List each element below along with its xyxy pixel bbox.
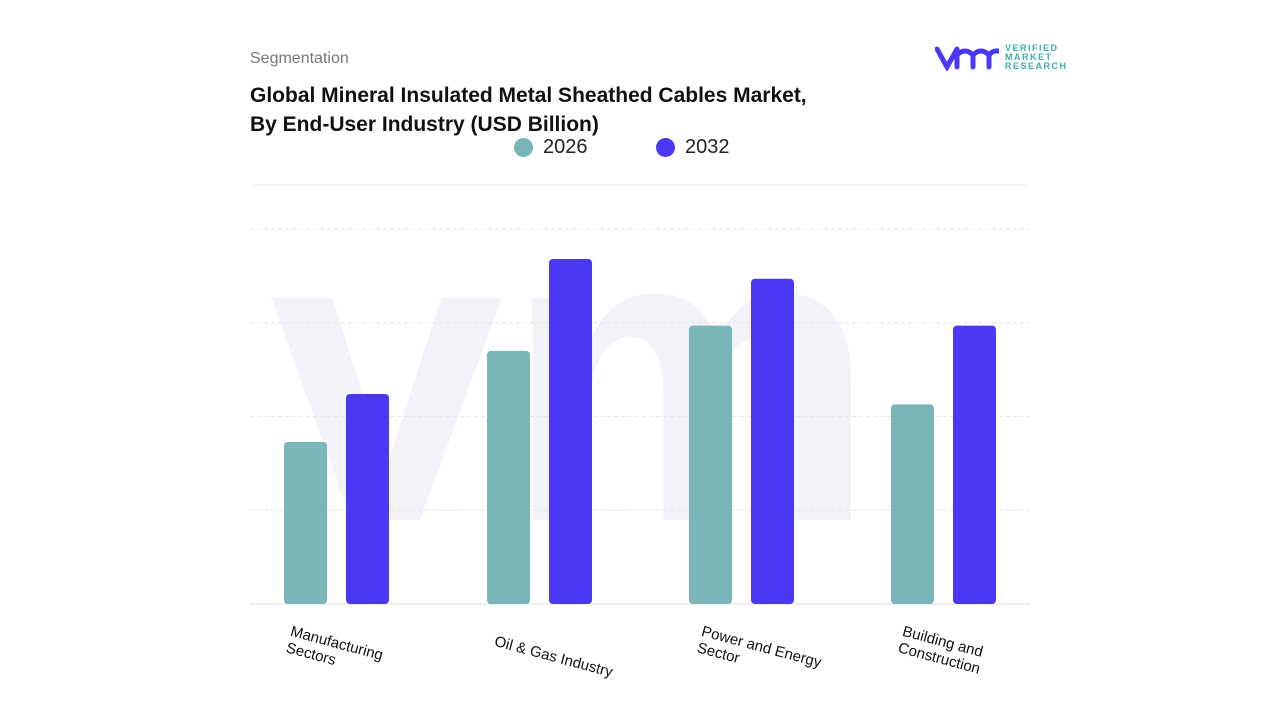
legend-item-2026: 2026 — [514, 136, 588, 159]
bar-2032-1 — [549, 259, 592, 604]
bar-2032-3 — [953, 325, 996, 604]
logo-text: VERIFIED MARKET RESEARCH — [1005, 44, 1068, 71]
logo: VERIFIED MARKET RESEARCH — [935, 44, 1068, 71]
legend-swatch — [656, 138, 675, 157]
bar-2032-0 — [346, 394, 389, 604]
bar-2026-0 — [284, 441, 327, 604]
bar-2026-1 — [487, 350, 530, 604]
title-line-2: By End-User Industry (USD Billion) — [250, 113, 599, 136]
bar-2032-2 — [751, 278, 794, 604]
legend-item-2032: 2032 — [656, 136, 730, 159]
vmr-logo-icon — [935, 46, 999, 71]
logo-line-2: MARKET — [1005, 52, 1053, 62]
title-line-1: Global Mineral Insulated Metal Sheathed … — [250, 84, 807, 107]
logo-line-3: RESEARCH — [1005, 61, 1068, 71]
legend-swatch — [514, 138, 533, 157]
section-label: Segmentation — [250, 50, 349, 67]
bar-2026-2 — [689, 325, 732, 604]
legend-label: 2032 — [685, 136, 730, 158]
bar-2026-3 — [891, 404, 934, 604]
logo-line-1: VERIFIED — [1005, 43, 1059, 53]
legend-label: 2026 — [543, 136, 588, 158]
chart-title: Global Mineral Insulated Metal Sheathed … — [250, 81, 950, 139]
